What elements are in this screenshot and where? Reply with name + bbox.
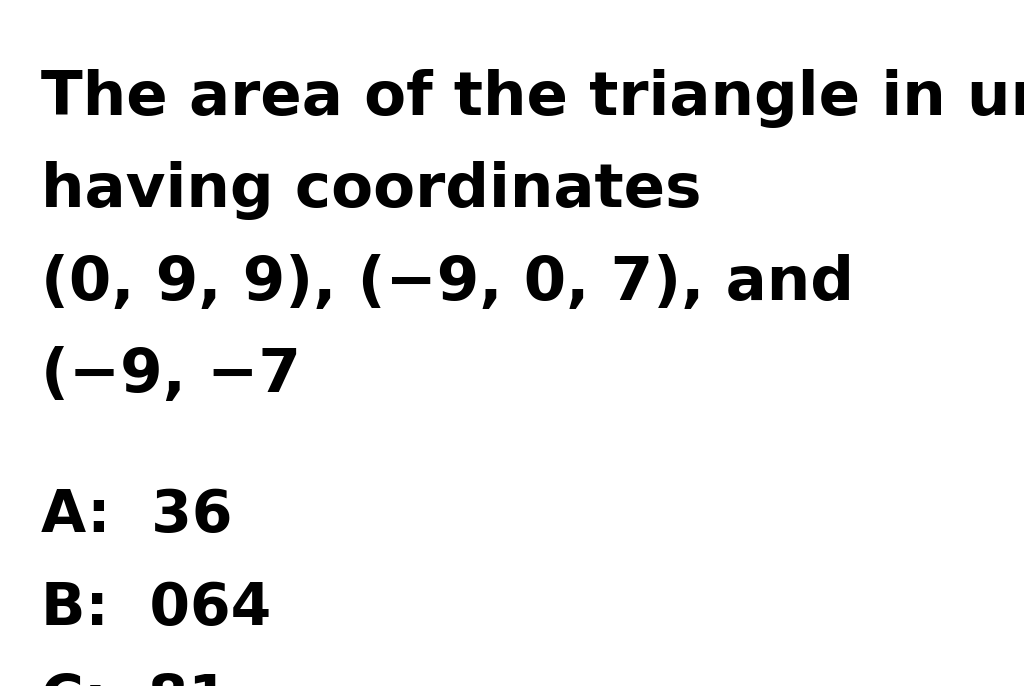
- Text: having coordinates: having coordinates: [41, 161, 701, 220]
- Text: B:  064: B: 064: [41, 580, 271, 637]
- Text: The area of the triangle in unit 2: The area of the triangle in unit 2: [41, 69, 1024, 128]
- Text: A:  36: A: 36: [41, 487, 232, 544]
- Text: C:  81: C: 81: [41, 672, 228, 686]
- Text: (−9, −7: (−9, −7: [41, 346, 301, 405]
- Text: (0, 9, 9), (−9, 0, 7), and: (0, 9, 9), (−9, 0, 7), and: [41, 254, 854, 313]
